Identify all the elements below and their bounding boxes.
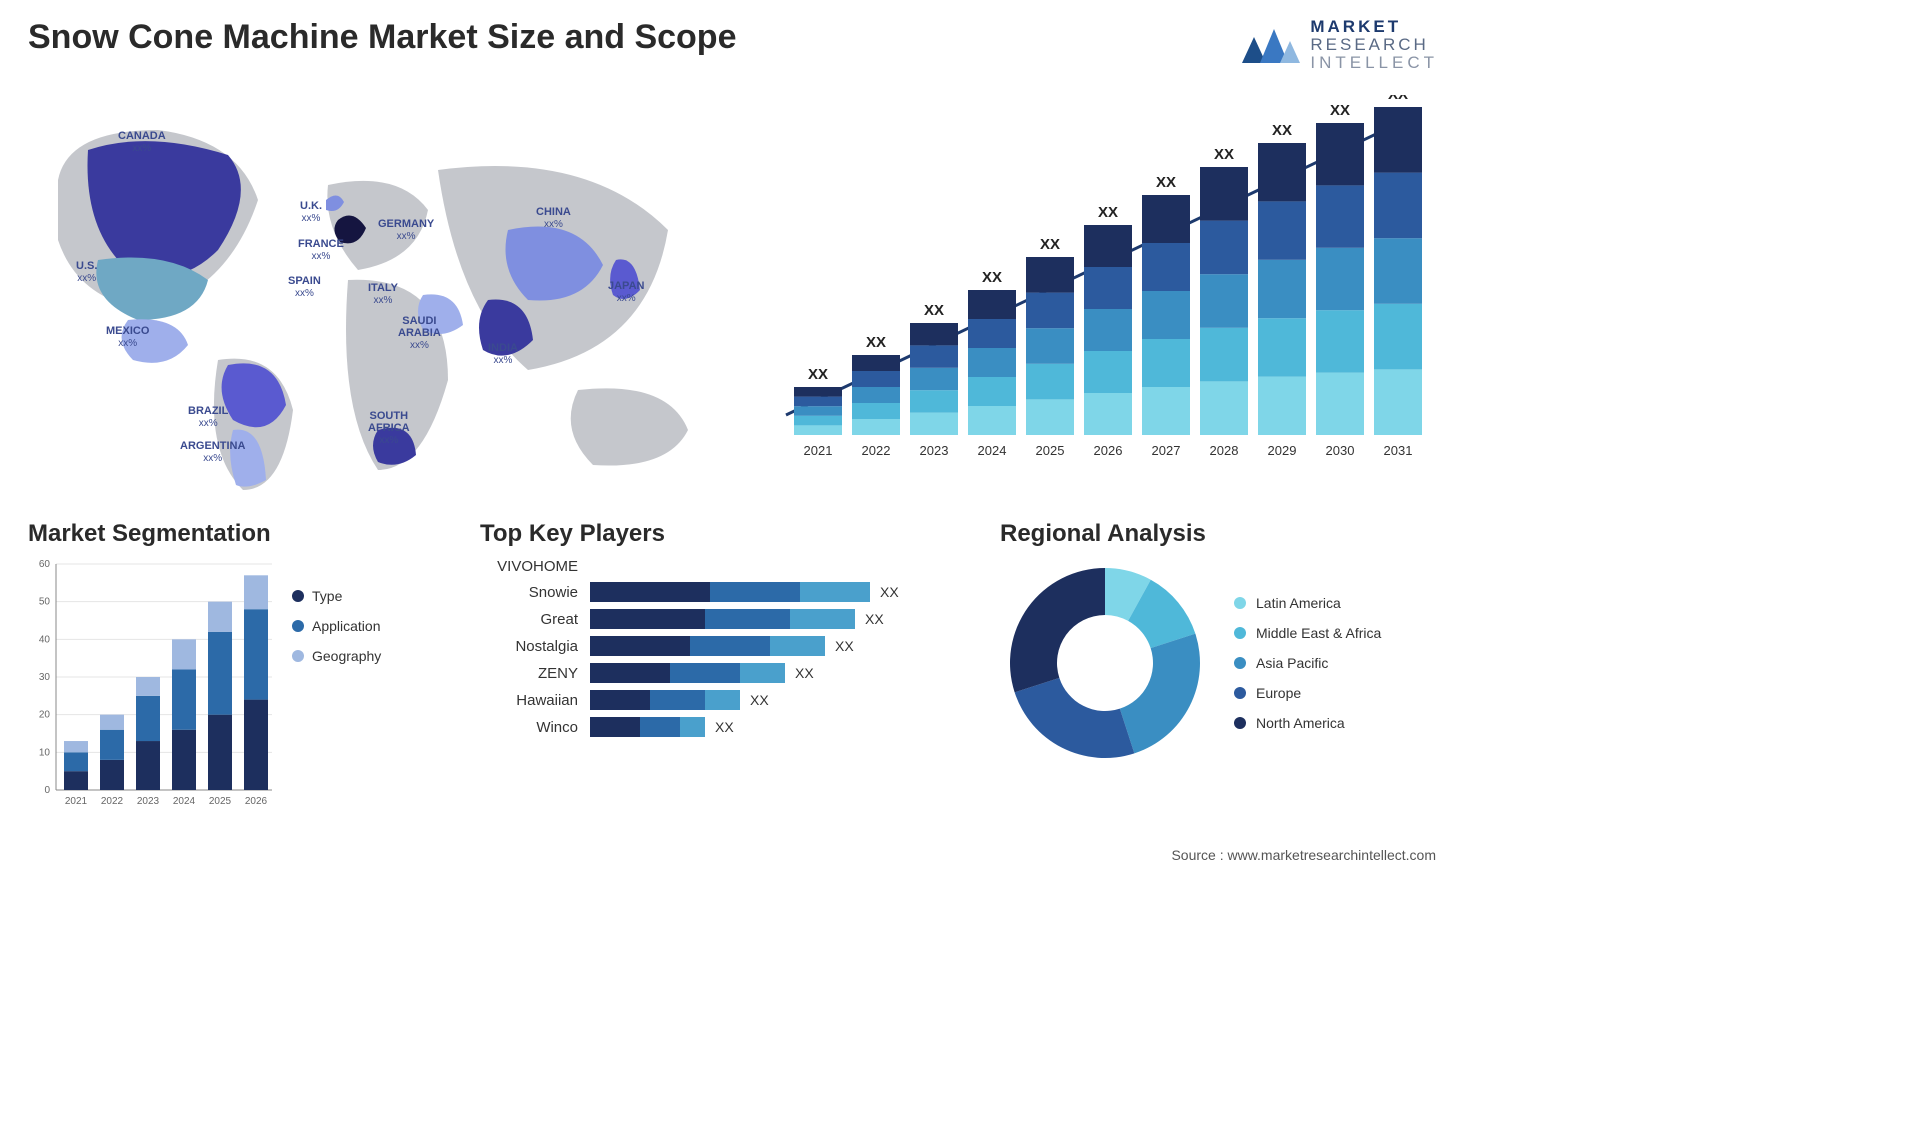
svg-text:XX: XX bbox=[808, 366, 828, 383]
map-country-label: BRAZILxx% bbox=[188, 405, 228, 429]
logo-line3: INTELLECT bbox=[1310, 54, 1438, 72]
regional-legend-item: Middle East & Africa bbox=[1234, 625, 1381, 641]
svg-text:XX: XX bbox=[1040, 236, 1060, 253]
regional-legend-item: North America bbox=[1234, 715, 1381, 731]
keyplayer-row: Snowie XX bbox=[480, 582, 990, 602]
map-country-label: FRANCExx% bbox=[298, 238, 344, 262]
keyplayer-row: Hawaiian XX bbox=[480, 690, 990, 710]
svg-text:XX: XX bbox=[866, 334, 886, 351]
svg-text:2022: 2022 bbox=[101, 796, 124, 807]
segmentation-legend-item: Geography bbox=[292, 648, 381, 664]
svg-text:10: 10 bbox=[39, 747, 51, 758]
svg-text:2024: 2024 bbox=[978, 443, 1007, 458]
source-label: Source : www.marketresearchintellect.com bbox=[1171, 847, 1436, 863]
svg-text:2025: 2025 bbox=[209, 796, 232, 807]
keyplayer-name: Nostalgia bbox=[480, 638, 590, 655]
svg-text:0: 0 bbox=[44, 785, 50, 796]
map-country-label: U.K.xx% bbox=[300, 200, 322, 224]
svg-text:2031: 2031 bbox=[1384, 443, 1413, 458]
svg-text:2021: 2021 bbox=[65, 796, 88, 807]
regional-title: Regional Analysis bbox=[1000, 520, 1450, 548]
map-country-label: JAPANxx% bbox=[608, 280, 644, 304]
svg-text:2026: 2026 bbox=[245, 796, 268, 807]
keyplayer-value: XX bbox=[880, 584, 899, 600]
svg-text:2023: 2023 bbox=[137, 796, 160, 807]
keyplayer-name: ZENY bbox=[480, 665, 590, 682]
regional-legend-item: Latin America bbox=[1234, 595, 1381, 611]
logo-line2: RESEARCH bbox=[1310, 36, 1438, 54]
svg-text:2028: 2028 bbox=[1210, 443, 1239, 458]
map-country-label: CANADAxx% bbox=[118, 130, 166, 154]
svg-text:2026: 2026 bbox=[1094, 443, 1123, 458]
svg-text:2027: 2027 bbox=[1152, 443, 1181, 458]
svg-text:2023: 2023 bbox=[920, 443, 949, 458]
map-country-label: U.S.xx% bbox=[76, 260, 97, 284]
svg-text:30: 30 bbox=[39, 672, 51, 683]
segmentation-legend: Type Application Geography bbox=[292, 588, 381, 664]
keyplayer-row: Great XX bbox=[480, 609, 990, 629]
svg-text:XX: XX bbox=[1330, 102, 1350, 119]
map-country-label: SOUTHAFRICAxx% bbox=[368, 410, 410, 446]
regional-legend-item: Europe bbox=[1234, 685, 1381, 701]
world-map-chart: CANADAxx% U.S.xx% MEXICOxx% BRAZILxx% ARGENT… bbox=[28, 90, 728, 490]
logo-line1: MARKET bbox=[1310, 18, 1438, 36]
svg-text:2024: 2024 bbox=[173, 796, 196, 807]
map-country-label: INDIAxx% bbox=[488, 342, 518, 366]
svg-text:2029: 2029 bbox=[1268, 443, 1297, 458]
svg-text:2025: 2025 bbox=[1036, 443, 1065, 458]
segmentation-title: Market Segmentation bbox=[28, 520, 448, 548]
segmentation-legend-item: Type bbox=[292, 588, 381, 604]
market-segmentation-section: Market Segmentation 0 10 20 30 40 50 60 2021 202… bbox=[28, 520, 448, 818]
keyplayer-name: Snowie bbox=[480, 584, 590, 601]
svg-text:2030: 2030 bbox=[1326, 443, 1355, 458]
svg-text:50: 50 bbox=[39, 597, 51, 608]
regional-legend: Latin America Middle East & Africa Asia Pa… bbox=[1234, 595, 1381, 731]
map-country-label: GERMANYxx% bbox=[378, 218, 434, 242]
regional-analysis-section: Regional Analysis Latin America Middle Ea… bbox=[1000, 520, 1450, 768]
keyplayer-value: XX bbox=[715, 719, 734, 735]
svg-text:XX: XX bbox=[1214, 146, 1234, 163]
map-country-label: SPAINxx% bbox=[288, 275, 321, 299]
map-country-label: ITALYxx% bbox=[368, 282, 398, 306]
regional-legend-item: Asia Pacific bbox=[1234, 655, 1381, 671]
brand-logo: MARKET RESEARCH INTELLECT bbox=[1240, 18, 1438, 72]
key-players-section: Top Key Players VIVOHOMESnowieXXGreatXXN… bbox=[480, 520, 990, 744]
keyplayer-name: Winco bbox=[480, 719, 590, 736]
svg-text:60: 60 bbox=[39, 559, 51, 570]
keyplayer-value: XX bbox=[835, 638, 854, 654]
logo-mark-icon bbox=[1240, 23, 1300, 67]
keyplayer-name: VIVOHOME bbox=[480, 558, 590, 575]
svg-text:40: 40 bbox=[39, 634, 51, 645]
keyplayer-value: XX bbox=[795, 665, 814, 681]
keyplayer-row: ZENY XX bbox=[480, 663, 990, 683]
svg-text:XX: XX bbox=[982, 269, 1002, 286]
segmentation-legend-item: Application bbox=[292, 618, 381, 634]
map-country-label: SAUDIARABIAxx% bbox=[398, 315, 441, 351]
svg-text:XX: XX bbox=[1098, 204, 1118, 221]
keyplayer-name: Great bbox=[480, 611, 590, 628]
svg-text:XX: XX bbox=[1388, 95, 1408, 103]
keyplayer-value: XX bbox=[750, 692, 769, 708]
keyplayers-title: Top Key Players bbox=[480, 520, 990, 548]
svg-text:XX: XX bbox=[1156, 174, 1176, 191]
keyplayer-row: VIVOHOME bbox=[480, 558, 990, 575]
map-country-label: CHINAxx% bbox=[536, 206, 571, 230]
map-country-label: MEXICOxx% bbox=[106, 325, 149, 349]
keyplayer-row: Nostalgia XX bbox=[480, 636, 990, 656]
svg-text:2021: 2021 bbox=[804, 443, 833, 458]
map-country-label: ARGENTINAxx% bbox=[180, 440, 245, 464]
market-size-bar-chart: XX 2021 XX 2022 XX 2023 XX 2024 XX 2025 XX 2026 XX 20… bbox=[776, 95, 1436, 475]
page-title: Snow Cone Machine Market Size and Scope bbox=[28, 18, 737, 57]
svg-text:XX: XX bbox=[1272, 122, 1292, 139]
keyplayer-value: XX bbox=[865, 611, 884, 627]
keyplayer-name: Hawaiian bbox=[480, 692, 590, 709]
svg-text:XX: XX bbox=[924, 302, 944, 319]
svg-text:20: 20 bbox=[39, 710, 51, 721]
keyplayer-row: Winco XX bbox=[480, 717, 990, 737]
svg-text:2022: 2022 bbox=[862, 443, 891, 458]
